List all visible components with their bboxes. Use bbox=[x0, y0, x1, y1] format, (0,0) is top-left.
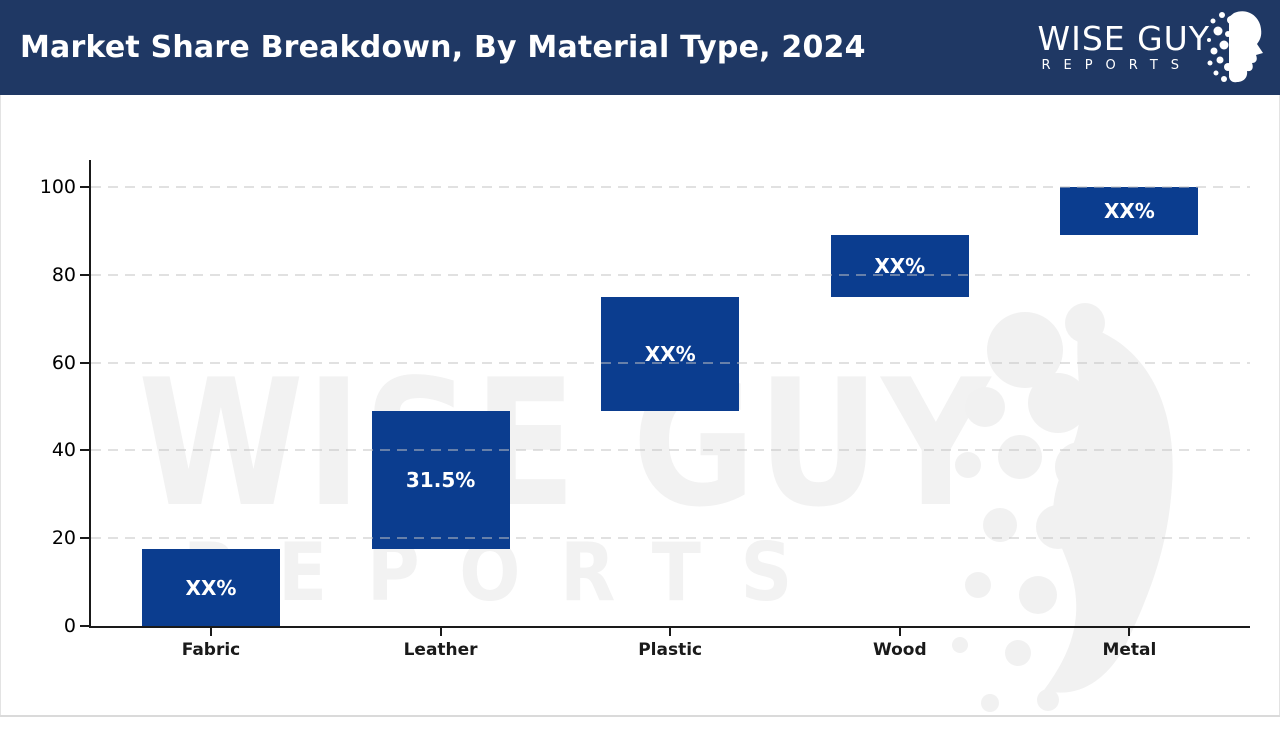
x-tick bbox=[898, 628, 901, 636]
bar-value-label: XX% bbox=[1103, 199, 1155, 224]
gridline-60 bbox=[91, 361, 1250, 364]
logo-head-icon bbox=[1207, 10, 1263, 82]
y-tick bbox=[80, 361, 89, 364]
y-tick bbox=[80, 449, 89, 452]
y-tick bbox=[80, 186, 89, 188]
frame-bottom-border bbox=[0, 715, 1280, 717]
bar-plastic: XX% bbox=[601, 296, 740, 411]
y-tick bbox=[80, 537, 89, 540]
y-tick-label: 40 bbox=[51, 439, 76, 462]
y-tick-label: 80 bbox=[51, 263, 76, 286]
gridline-20 bbox=[91, 537, 1250, 540]
gridline-80 bbox=[91, 273, 1250, 276]
bar-leather: 31.5% bbox=[371, 410, 510, 550]
logo-wordmark: WISE GUY bbox=[1037, 19, 1210, 58]
chart-title: Market Share Breakdown, By Material Type… bbox=[20, 30, 866, 65]
y-axis-spine bbox=[89, 160, 91, 628]
y-tick-label: 20 bbox=[51, 527, 76, 550]
y-tick-label: 0 bbox=[63, 615, 76, 637]
gridline-40 bbox=[91, 449, 1250, 452]
bar-metal: XX% bbox=[1060, 187, 1199, 236]
x-tick bbox=[669, 628, 672, 636]
x-tick bbox=[210, 628, 212, 636]
y-tick-label: 100 bbox=[39, 176, 76, 198]
y-tick bbox=[80, 625, 89, 627]
x-tick-label-wood: Wood bbox=[872, 640, 927, 660]
gridline-100 bbox=[91, 186, 1250, 188]
watermark-head-icon bbox=[952, 303, 1173, 712]
bar-fabric: XX% bbox=[142, 549, 280, 626]
logo-subtext: REPORTS bbox=[1041, 58, 1193, 73]
x-tick-label-fabric: Fabric bbox=[181, 640, 241, 660]
x-tick bbox=[1128, 628, 1131, 636]
watermark-wordmark: WISE GUY bbox=[138, 343, 993, 546]
x-tick-label-leather: Leather bbox=[403, 640, 478, 660]
frame-left-border bbox=[0, 95, 1, 717]
y-tick bbox=[80, 273, 89, 276]
brand-logo: WISE GUY REPORTS bbox=[1037, 7, 1266, 89]
x-tick-label-plastic: Plastic bbox=[638, 640, 703, 660]
header-bar: Market Share Breakdown, By Material Type… bbox=[0, 0, 1280, 95]
y-tick-label: 60 bbox=[51, 351, 76, 374]
x-tick bbox=[439, 628, 442, 636]
x-tick-label-metal: Metal bbox=[1102, 640, 1157, 660]
x-axis-spine bbox=[89, 626, 1250, 628]
bar-value-label: XX% bbox=[185, 575, 237, 600]
bar-value-label: 31.5% bbox=[405, 468, 476, 493]
logo-text: WISE GUY REPORTS bbox=[1037, 22, 1210, 73]
bar-wood: XX% bbox=[830, 235, 969, 297]
